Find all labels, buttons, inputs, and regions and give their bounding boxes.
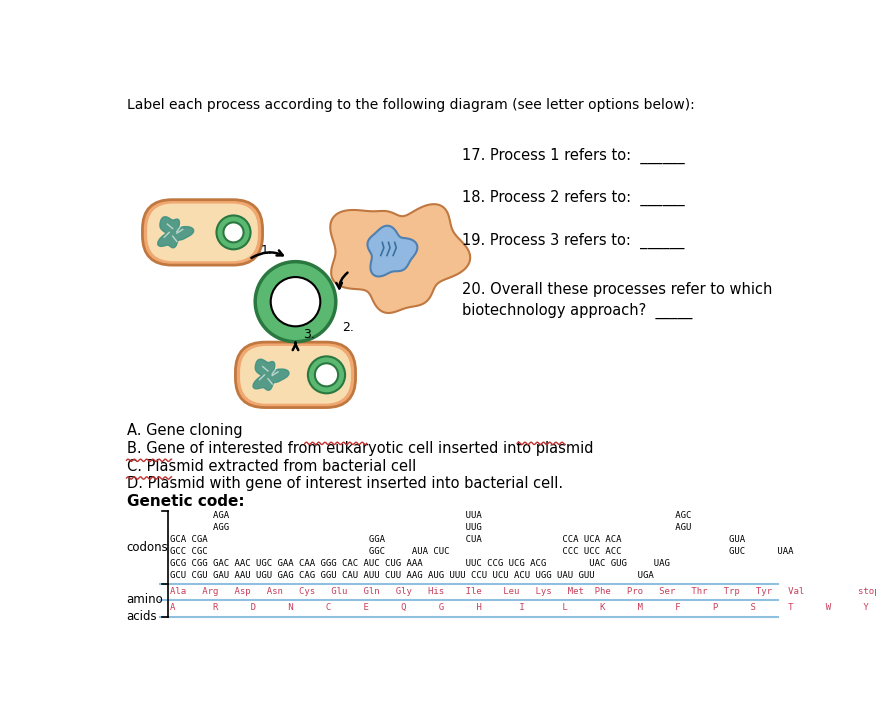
Text: 17. Process 1 refers to:  ______: 17. Process 1 refers to: ______ (463, 148, 685, 164)
Text: Label each process according to the following diagram (see letter options below): Label each process according to the foll… (126, 97, 695, 112)
Text: Ala   Arg   Asp   Asn   Cys   Glu   Gln   Gly   His    Ile    Leu   Lys   Met  P: Ala Arg Asp Asn Cys Glu Gln Gly His Ile … (170, 587, 876, 596)
Text: C. Plasmid extracted from bacterial cell: C. Plasmid extracted from bacterial cell (126, 459, 416, 474)
Text: 3.: 3. (303, 328, 315, 341)
Polygon shape (158, 217, 194, 248)
Polygon shape (330, 204, 470, 313)
FancyBboxPatch shape (147, 203, 258, 261)
Text: D. Plasmid with gene of interest inserted into bacterial cell.: D. Plasmid with gene of interest inserte… (126, 476, 562, 491)
Circle shape (307, 356, 345, 393)
FancyBboxPatch shape (240, 346, 351, 404)
Circle shape (255, 262, 336, 342)
Text: AGG                                            UUG                              : AGG UUG (170, 523, 691, 532)
FancyBboxPatch shape (143, 200, 263, 265)
Text: B. Gene of interested from eukaryotic cell inserted into plasmid: B. Gene of interested from eukaryotic ce… (126, 441, 593, 456)
FancyBboxPatch shape (236, 342, 356, 407)
Text: 18. Process 2 refers to:  ______: 18. Process 2 refers to: ______ (463, 190, 685, 206)
Circle shape (223, 223, 244, 242)
Text: biotechnology approach?  _____: biotechnology approach? _____ (463, 303, 693, 319)
Text: GCC CGC                              GGC     AUA CUC                     CCC UCC: GCC CGC GGC AUA CUC CCC UCC (170, 547, 794, 556)
Text: codons: codons (126, 541, 168, 554)
Text: A. Gene cloning: A. Gene cloning (126, 423, 242, 439)
Circle shape (271, 277, 321, 326)
Text: 20. Overall these processes refer to which: 20. Overall these processes refer to whi… (463, 282, 773, 297)
Text: 1.: 1. (261, 244, 272, 257)
Text: 2.: 2. (342, 321, 354, 334)
Circle shape (216, 215, 251, 250)
Text: A       R      D      N      C      E      Q      G      H       I       L      : A R D N C E Q G H I L (170, 603, 876, 611)
Polygon shape (253, 359, 289, 390)
Text: Genetic code:: Genetic code: (126, 494, 244, 509)
Text: GCG CGG GAC AAC UGC GAA CAA GGG CAC AUC CUG AAA        UUC CCG UCG ACG        UA: GCG CGG GAC AAC UGC GAA CAA GGG CAC AUC … (170, 559, 670, 568)
Text: GCA CGA                              GGA               CUA               CCA UCA: GCA CGA GGA CUA CCA UCA (170, 535, 745, 544)
Circle shape (314, 363, 338, 386)
Text: AGA                                            UUA                              : AGA UUA (170, 511, 691, 520)
Text: GCU CGU GAU AAU UGU GAG CAG GGU CAU AUU CUU AAG AUG UUU CCU UCU ACU UGG UAU GUU : GCU CGU GAU AAU UGU GAG CAG GGU CAU AUU … (170, 571, 653, 579)
Text: amino
acids: amino acids (126, 593, 163, 623)
Text: 19. Process 3 refers to:  ______: 19. Process 3 refers to: ______ (463, 232, 684, 249)
Polygon shape (367, 225, 417, 277)
